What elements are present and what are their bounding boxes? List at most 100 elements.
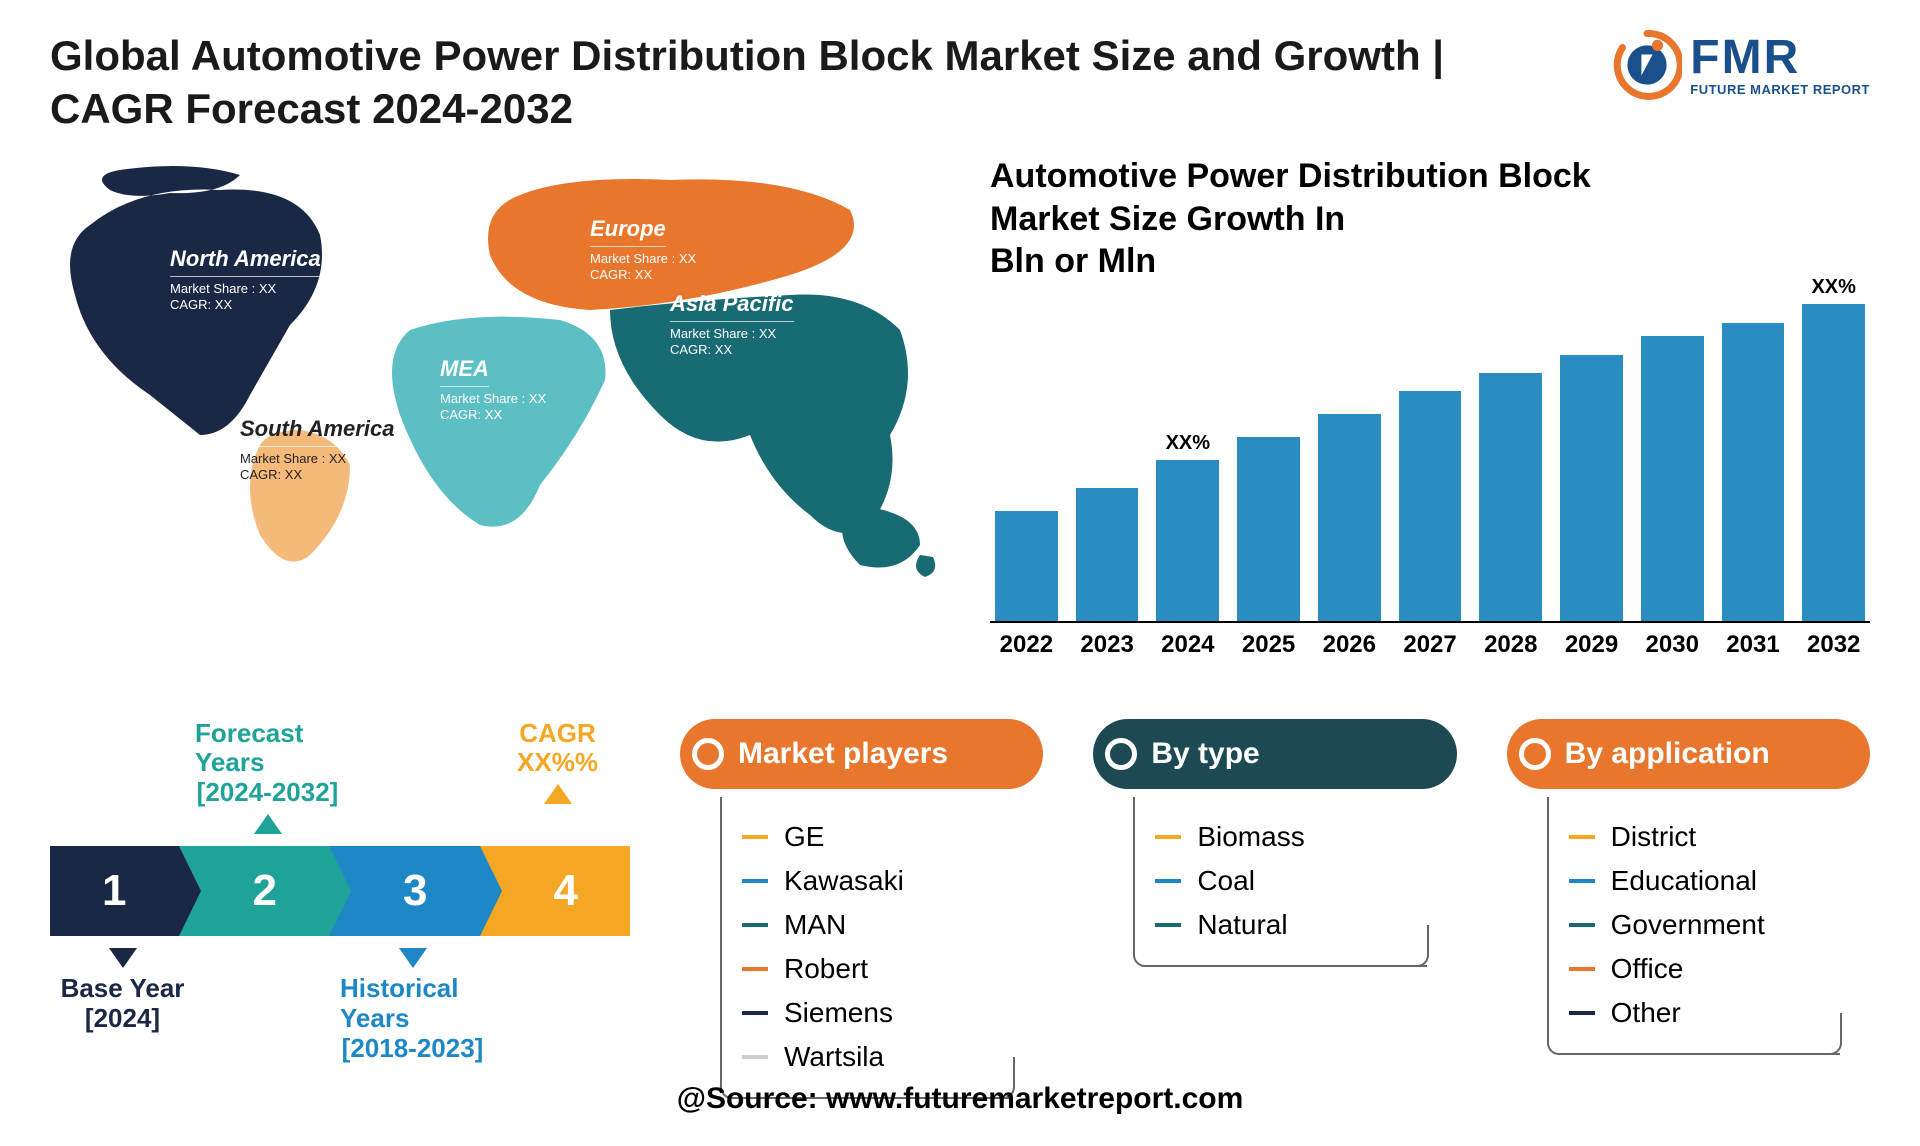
logo: FMR FUTURE MARKET REPORT: [1612, 30, 1870, 100]
list-item: MAN: [742, 903, 1013, 947]
x-tick: 2032: [1802, 631, 1865, 659]
source-attribution: @Source: www.futuremarketreport.com: [677, 1082, 1244, 1116]
map-label-mea: MEAMarket Share : XXCAGR: XX: [440, 355, 546, 424]
list-item-label: Government: [1611, 909, 1765, 941]
bullet-icon: [1155, 835, 1181, 839]
list-item-label: Other: [1611, 997, 1681, 1029]
list-item: Educational: [1569, 859, 1840, 903]
category-list: Biomass Coal Natural: [1133, 797, 1426, 967]
category-list: District Educational Government Office Other: [1547, 797, 1840, 1055]
header: Global Automotive Power Distribution Blo…: [50, 30, 1870, 135]
map-label-sa: South AmericaMarket Share : XXCAGR: XX: [240, 415, 394, 484]
timeline: Forecast Years[2024-2032] CAGRXX%% 1234 …: [50, 719, 630, 1064]
timeline-seg-4: 4: [480, 846, 631, 936]
x-tick: 2022: [995, 631, 1058, 659]
x-tick: 2023: [1076, 631, 1139, 659]
x-tick: 2031: [1722, 631, 1785, 659]
list-item: Coal: [1155, 859, 1426, 903]
category-1: By type Biomass Coal Natural: [1093, 719, 1456, 1099]
category-pill: By application: [1507, 719, 1870, 789]
bullet-icon: [1569, 923, 1595, 927]
bar-2032: XX%: [1802, 304, 1865, 620]
bullet-icon: [742, 835, 768, 839]
bullet-icon: [1155, 923, 1181, 927]
bullet-icon: [742, 879, 768, 883]
category-pill: By type: [1093, 719, 1456, 789]
timeline-seg-3: 3: [329, 846, 480, 936]
category-0: Market players GE Kawasaki MAN Robert Siemens…: [680, 719, 1043, 1099]
chart-x-axis: 2022202320242025202620272028202920302031…: [990, 623, 1870, 659]
list-item-label: Siemens: [784, 997, 893, 1029]
list-item: Kawasaki: [742, 859, 1013, 903]
bar-2028: [1479, 373, 1542, 621]
bullet-icon: [742, 1011, 768, 1015]
list-item: GE: [742, 815, 1013, 859]
list-item: Government: [1569, 903, 1840, 947]
timeline-forecast-label: Forecast Years[2024-2032]: [195, 719, 340, 835]
bar-2030: [1641, 336, 1704, 620]
logo-text-sub: FUTURE MARKET REPORT: [1690, 82, 1870, 97]
x-tick: 2024: [1156, 631, 1219, 659]
x-tick: 2025: [1237, 631, 1300, 659]
bullet-icon: [1155, 879, 1181, 883]
list-item-label: Coal: [1197, 865, 1255, 897]
map-label-ap: Asia PacificMarket Share : XXCAGR: XX: [670, 290, 794, 359]
logo-text-main: FMR: [1690, 34, 1870, 82]
top-row: North AmericaMarket Share : XXCAGR: XX So…: [50, 155, 1870, 659]
category-list: GE Kawasaki MAN Robert Siemens Wartsila: [720, 797, 1013, 1099]
list-item: Biomass: [1155, 815, 1426, 859]
list-item-label: Educational: [1611, 865, 1757, 897]
list-item-label: Robert: [784, 953, 868, 985]
timeline-cagr-label: CAGRXX%%: [485, 719, 630, 835]
x-tick: 2029: [1560, 631, 1623, 659]
x-tick: 2030: [1641, 631, 1704, 659]
x-tick: 2026: [1318, 631, 1381, 659]
bar-annotation: XX%: [1811, 276, 1855, 299]
page-title: Global Automotive Power Distribution Blo…: [50, 30, 1450, 135]
category-2: By application District Educational Governm…: [1507, 719, 1870, 1099]
bottom-row: Forecast Years[2024-2032] CAGRXX%% 1234 …: [50, 719, 1870, 1099]
list-item-label: Biomass: [1197, 821, 1304, 853]
list-item: Office: [1569, 947, 1840, 991]
bullet-icon: [1569, 879, 1595, 883]
list-item: Siemens: [742, 991, 1013, 1035]
bar-2022: [995, 511, 1058, 621]
list-item-label: Office: [1611, 953, 1684, 985]
timeline-bar: 1234: [50, 846, 630, 936]
list-item-label: Natural: [1197, 909, 1287, 941]
list-item-label: GE: [784, 821, 824, 853]
list-item-label: District: [1611, 821, 1697, 853]
list-item: Wartsila: [742, 1035, 1013, 1079]
bar-2023: [1076, 488, 1139, 621]
bar-2025: [1237, 437, 1300, 620]
category-pill: Market players: [680, 719, 1043, 789]
x-tick: 2028: [1479, 631, 1542, 659]
world-map: North AmericaMarket Share : XXCAGR: XX So…: [50, 155, 950, 585]
map-label-na: North AmericaMarket Share : XXCAGR: XX: [170, 245, 321, 314]
list-item: Natural: [1155, 903, 1426, 947]
bar-2031: [1722, 323, 1785, 621]
triangle-down-icon: [109, 948, 137, 968]
list-item: Other: [1569, 991, 1840, 1035]
list-item-label: MAN: [784, 909, 846, 941]
bar-annotation: XX%: [1166, 432, 1210, 455]
logo-icon: [1612, 30, 1682, 100]
bar-2026: [1318, 414, 1381, 620]
bullet-icon: [1569, 835, 1595, 839]
map-label-eu: EuropeMarket Share : XXCAGR: XX: [590, 215, 696, 284]
list-item-label: Kawasaki: [784, 865, 904, 897]
bullet-icon: [1569, 1011, 1595, 1015]
list-item: Robert: [742, 947, 1013, 991]
timeline-hist-label: Historical Years[2018-2023]: [340, 948, 485, 1064]
timeline-seg-2: 2: [179, 846, 330, 936]
chart-title: Automotive Power Distribution Block Mark…: [990, 155, 1870, 283]
triangle-up-icon: [544, 784, 572, 804]
timeline-seg-1: 1: [50, 846, 179, 936]
triangle-down-icon: [399, 948, 427, 968]
bar-2029: [1560, 355, 1623, 621]
bar-2024: XX%: [1156, 460, 1219, 620]
bullet-icon: [742, 1055, 768, 1059]
bullet-icon: [742, 923, 768, 927]
category-columns: Market players GE Kawasaki MAN Robert Siemens…: [680, 719, 1870, 1099]
bar-2027: [1399, 391, 1462, 620]
